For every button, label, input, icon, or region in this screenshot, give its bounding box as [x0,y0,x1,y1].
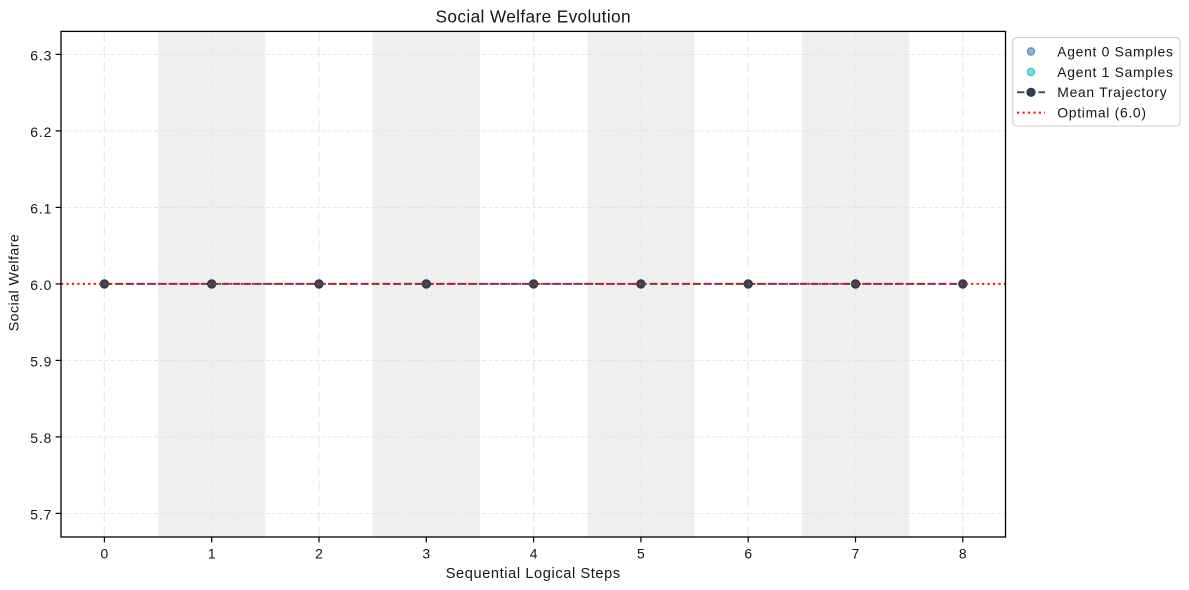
svg-text:5.9: 5.9 [30,354,52,370]
svg-text:Social Welfare: Social Welfare [7,234,23,332]
svg-text:Agent 1 Samples: Agent 1 Samples [1057,64,1173,80]
svg-text:6.0: 6.0 [30,277,52,293]
svg-text:6: 6 [744,546,752,562]
svg-text:6.1: 6.1 [30,201,52,217]
svg-text:5.7: 5.7 [30,507,52,523]
svg-text:8: 8 [959,546,967,562]
svg-text:6.3: 6.3 [30,48,52,64]
svg-text:Agent 0 Samples: Agent 0 Samples [1057,43,1173,59]
svg-text:Optimal (6.0): Optimal (6.0) [1057,104,1146,120]
svg-text:0: 0 [101,546,109,562]
svg-text:Mean Trajectory: Mean Trajectory [1057,84,1167,100]
svg-text:Social Welfare Evolution: Social Welfare Evolution [436,6,631,26]
svg-text:5: 5 [637,546,645,562]
svg-text:Sequential Logical Steps: Sequential Logical Steps [446,566,621,582]
svg-text:3: 3 [422,546,430,562]
svg-text:5.8: 5.8 [30,430,52,446]
svg-text:1: 1 [208,546,216,562]
svg-text:6.2: 6.2 [30,124,52,140]
svg-text:4: 4 [530,546,538,562]
svg-text:2: 2 [315,546,323,562]
svg-text:7: 7 [852,546,860,562]
